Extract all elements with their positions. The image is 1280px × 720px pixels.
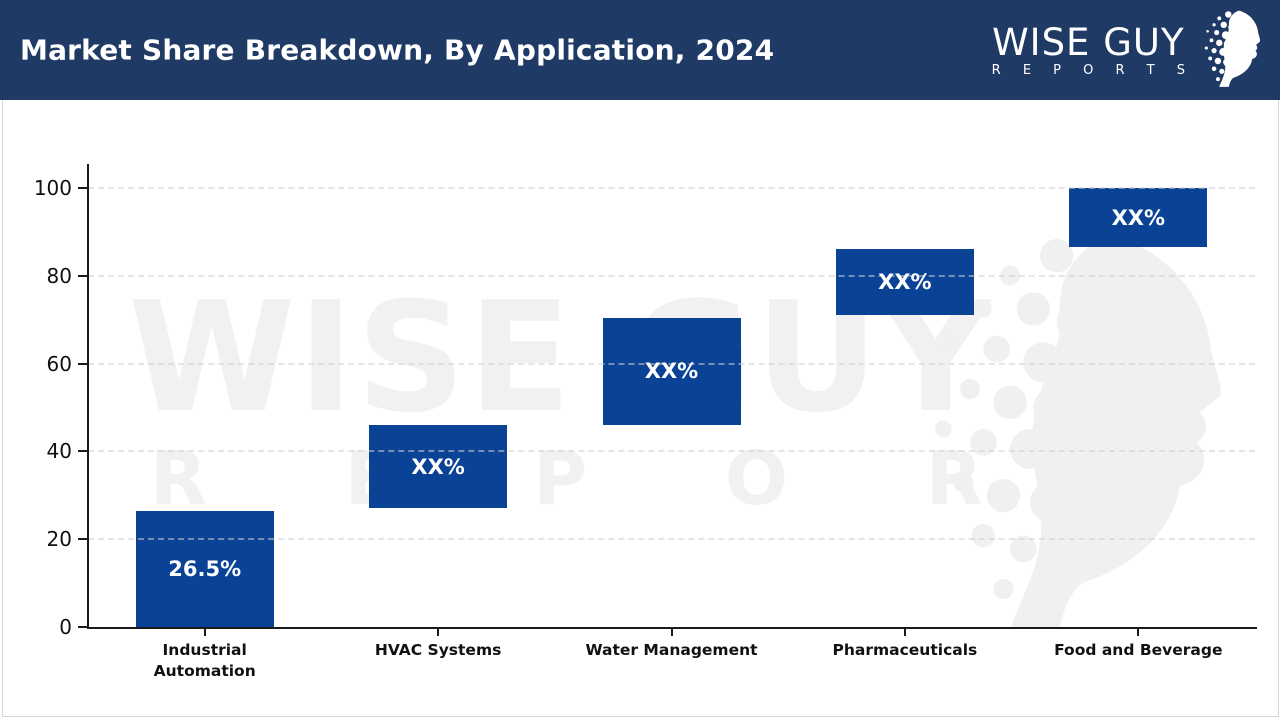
y-tick-label-20: 20 — [46, 527, 72, 552]
x-axis-line — [87, 627, 1257, 629]
bar-value-label: 26.5% — [168, 556, 242, 581]
wiseguy-head-icon — [1204, 10, 1261, 87]
x-tick-mark-1 — [437, 629, 440, 636]
y-tick-mark-20 — [78, 538, 87, 541]
y-tick-mark-40 — [78, 450, 87, 453]
x-category-label: Water Management — [585, 641, 758, 659]
gridline-y-60 — [88, 362, 1255, 365]
header-bar: Market Share Breakdown, By Application, … — [0, 0, 1280, 100]
x-category-label: Pharmaceuticals — [832, 641, 978, 659]
bar-pharmaceuticals — [835, 249, 974, 316]
y-tick-mark-0 — [78, 626, 87, 628]
wiseguy-reports-logo: WISE GUY R E P O R T S — [983, 6, 1266, 94]
logo-wiseguy-text: WISE GUY — [992, 20, 1185, 64]
y-axis-line — [87, 164, 89, 629]
y-tick-mark-80 — [78, 274, 87, 277]
x-tick-mark-4 — [1137, 629, 1140, 636]
logo-wordmark: WISE GUY R E P O R T S — [983, 24, 1194, 77]
gridline-y-100 — [88, 187, 1255, 189]
x-tick-mark-0 — [203, 629, 206, 636]
bar-value-label: XX% — [644, 359, 699, 384]
y-tick-label-0: 0 — [59, 615, 72, 639]
gridline-y-80 — [88, 274, 1255, 277]
bar-value-label: XX% — [878, 270, 932, 295]
bar-industrial-automation — [135, 510, 274, 627]
gridline-y-40 — [88, 450, 1255, 453]
gridline-y-20 — [88, 538, 1255, 541]
y-tick-label-40: 40 — [46, 439, 72, 464]
bar-value-label: XX% — [411, 454, 465, 479]
x-category-label: Industrial Automation — [153, 641, 256, 680]
y-tick-label-80: 80 — [46, 263, 72, 288]
y-tick-mark-60 — [78, 362, 87, 365]
logo-reports-text: R E P O R T S — [991, 62, 1194, 78]
y-tick-label-100: 100 — [33, 176, 72, 200]
x-category-label: Food and Beverage — [1054, 641, 1223, 659]
bar-value-label: XX% — [1111, 205, 1166, 230]
chart-title: Market Share Breakdown, By Application, … — [20, 33, 775, 67]
y-tick-mark-100 — [78, 187, 87, 189]
x-tick-mark-2 — [670, 629, 673, 636]
bar-water-management — [602, 317, 741, 426]
bar-food-and-beverage — [1069, 188, 1208, 248]
x-tick-mark-3 — [903, 629, 906, 636]
x-category-label: HVAC Systems — [374, 641, 502, 659]
y-tick-label-60: 60 — [46, 351, 72, 376]
bar-hvac-systems — [369, 425, 508, 509]
